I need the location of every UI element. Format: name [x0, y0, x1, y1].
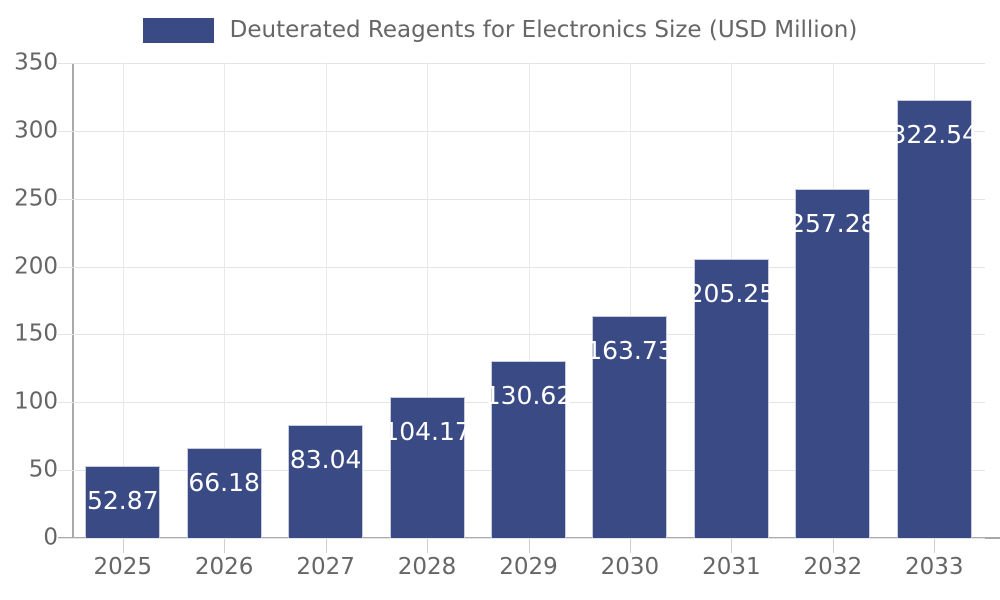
x-axis-tick-label: 2028	[397, 554, 457, 580]
y-axis-tick-label: 100	[14, 388, 58, 415]
y-axis-tick-label: 150	[14, 320, 58, 347]
y-axis-tick-label: 250	[14, 185, 58, 212]
chart-legend: Deuterated Reagents for Electronics Size…	[0, 8, 1000, 52]
horizontal-gridline	[58, 334, 985, 336]
x-axis-tick-mark	[731, 539, 733, 553]
x-axis-tick-mark	[325, 539, 327, 553]
vertical-gridline	[427, 63, 429, 551]
x-axis-tick-mark	[427, 539, 429, 553]
y-axis-line	[72, 63, 74, 539]
x-axis-tick-label: 2026	[194, 554, 254, 580]
y-axis-tick-label: 50	[28, 456, 58, 483]
bar-2032[interactable]	[795, 188, 871, 538]
x-axis-tick-label: 2029	[499, 554, 558, 580]
y-axis-tick-label: 350	[14, 49, 58, 76]
bar-2031[interactable]	[693, 259, 769, 538]
horizontal-gridline	[58, 63, 985, 64]
bar-2033[interactable]	[896, 100, 972, 538]
x-axis-tick-mark	[832, 539, 834, 553]
bar-2025[interactable]	[85, 466, 161, 538]
horizontal-gridline	[58, 538, 985, 539]
bar-2028[interactable]	[389, 396, 465, 538]
x-axis-tick-mark	[528, 539, 530, 553]
x-axis-tick-label: 2033	[904, 554, 964, 580]
x-axis-tick-mark	[122, 539, 124, 553]
x-axis-tick-label: 2031	[702, 554, 761, 580]
horizontal-gridline	[58, 130, 985, 132]
x-axis-tick-mark	[224, 539, 226, 553]
horizontal-gridline	[58, 198, 985, 200]
legend-label: Deuterated Reagents for Electronics Size…	[229, 16, 858, 43]
bar-2027[interactable]	[288, 425, 364, 538]
horizontal-gridline	[58, 266, 985, 268]
vertical-gridline	[224, 63, 226, 551]
vertical-gridline	[528, 63, 530, 551]
vertical-gridline	[122, 63, 124, 551]
y-axis-tick-label: 300	[14, 117, 58, 144]
legend-color-swatch	[142, 17, 214, 43]
vertical-gridline	[325, 63, 327, 551]
x-axis-tick-label: 2025	[93, 554, 152, 580]
bar-2029[interactable]	[490, 360, 567, 538]
x-axis-tick-mark	[934, 539, 936, 553]
bar-2026[interactable]	[186, 448, 262, 538]
bar-2030[interactable]	[592, 315, 668, 538]
y-axis-tick-label: 200	[14, 253, 58, 280]
y-axis-tick-label: 0	[43, 524, 58, 551]
x-axis-tick-mark	[629, 539, 631, 553]
x-axis-tick-label: 2030	[600, 554, 660, 580]
x-axis-tick-label: 2027	[296, 554, 355, 580]
plot-area: 52.87 66.18 83.04 104.17 130.62 163.73 205.25 2…	[58, 63, 985, 553]
vertical-gridline	[629, 63, 631, 551]
x-axis-tick-label: 2032	[803, 554, 863, 580]
